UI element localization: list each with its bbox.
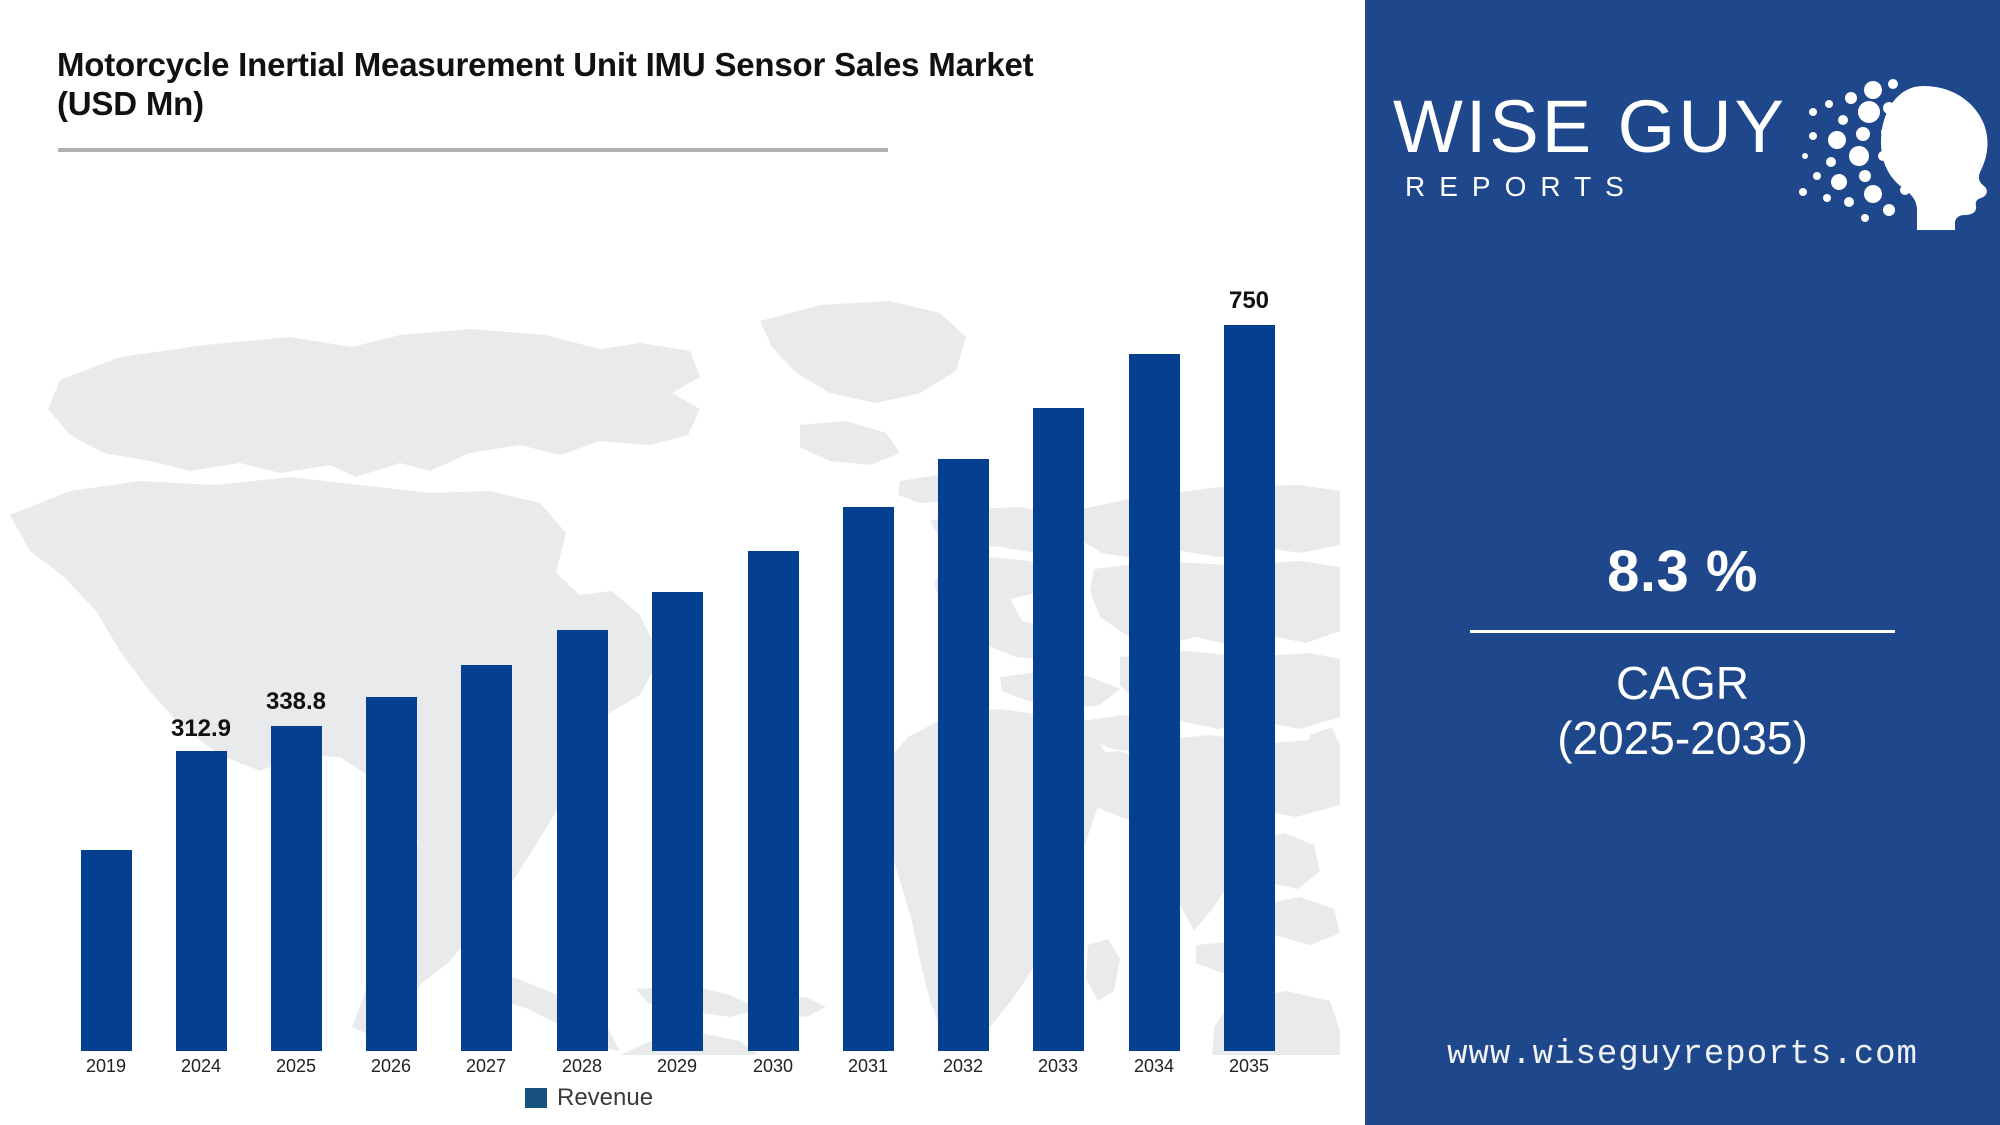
x-tick-2029: 2029 bbox=[656, 1056, 698, 1076]
bar-2032[interactable] bbox=[938, 459, 989, 1051]
x-tick-2030: 2030 bbox=[752, 1056, 794, 1076]
x-tick-2028: 2028 bbox=[561, 1056, 603, 1076]
cagr-value: 8.3 % bbox=[1607, 539, 1758, 604]
website-url[interactable]: www.wiseguyreports.com bbox=[1447, 1036, 1918, 1074]
chart-legend[interactable]: Revenue bbox=[525, 1086, 653, 1110]
x-tick-2026: 2026 bbox=[370, 1056, 412, 1076]
svg-text:REPORTS: REPORTS bbox=[1405, 171, 1638, 202]
bar-2029[interactable] bbox=[652, 592, 703, 1051]
bar-2034[interactable] bbox=[1129, 354, 1180, 1051]
bar-2028[interactable] bbox=[557, 630, 608, 1051]
bar-2024[interactable] bbox=[176, 751, 227, 1051]
plot-area: 2019 312.9 2024 338.8 2025 2026 2027 202… bbox=[81, 287, 1275, 1076]
x-tick-2034: 2034 bbox=[1133, 1056, 1175, 1076]
x-tick-2031: 2031 bbox=[847, 1056, 889, 1076]
bar-2031[interactable] bbox=[843, 507, 894, 1051]
bar-value-label-2035: 750 bbox=[1228, 287, 1270, 314]
x-tick-2035: 2035 bbox=[1228, 1056, 1270, 1076]
bar-2019[interactable] bbox=[81, 850, 132, 1051]
bar-value-label-2025: 338.8 bbox=[265, 688, 327, 715]
bar-2033[interactable] bbox=[1033, 408, 1084, 1051]
chart-panel: Motorcycle Inertial Measurement Unit IMU… bbox=[10, 46, 1340, 1110]
x-tick-2019: 2019 bbox=[85, 1056, 127, 1076]
legend-label-revenue: Revenue bbox=[557, 1084, 654, 1111]
wiseguy-logo[interactable]: WISE GUY REPORTS bbox=[1365, 70, 2000, 230]
x-tick-2025: 2025 bbox=[275, 1056, 317, 1076]
bar-2026[interactable] bbox=[366, 697, 417, 1051]
page-title: Motorcycle Inertial Measurement Unit IMU… bbox=[57, 46, 1034, 122]
cagr-divider bbox=[1470, 630, 1895, 633]
bar-2025[interactable] bbox=[271, 726, 322, 1051]
svg-text:WISE GUY: WISE GUY bbox=[1393, 85, 1787, 168]
x-tick-2024: 2024 bbox=[180, 1056, 222, 1076]
x-tick-2032: 2032 bbox=[942, 1056, 984, 1076]
brand-panel: WISE GUY REPORTS bbox=[1365, 0, 2000, 1125]
title-divider bbox=[58, 148, 888, 152]
cagr-caption: CAGR (2025-2035) bbox=[1557, 657, 1808, 765]
x-tick-2027: 2027 bbox=[465, 1056, 507, 1076]
bar-value-label-2024: 312.9 bbox=[170, 715, 232, 742]
bar-2030[interactable] bbox=[748, 551, 799, 1051]
bar-2035[interactable] bbox=[1224, 325, 1275, 1051]
legend-swatch-revenue bbox=[525, 1088, 547, 1108]
bar-2027[interactable] bbox=[461, 665, 512, 1051]
x-tick-2033: 2033 bbox=[1037, 1056, 1079, 1076]
